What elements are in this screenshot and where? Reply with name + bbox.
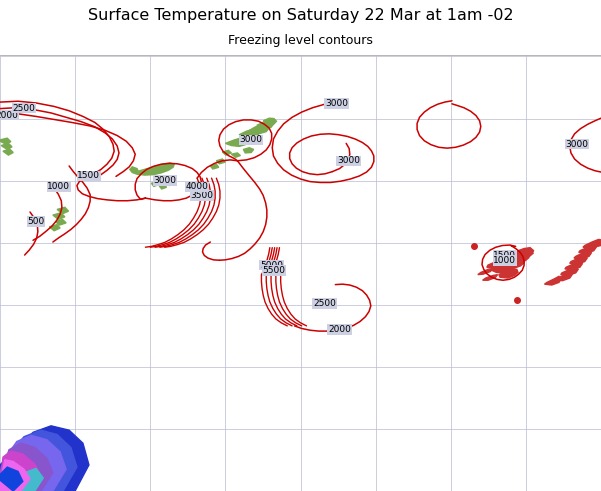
Polygon shape [210, 164, 219, 169]
Polygon shape [583, 240, 601, 248]
Polygon shape [579, 245, 596, 253]
Text: 4000: 4000 [186, 182, 209, 191]
Polygon shape [555, 272, 572, 281]
Polygon shape [257, 121, 273, 129]
Text: Surface Temperature on Saturday 22 Mar at 1am -02: Surface Temperature on Saturday 22 Mar a… [88, 8, 513, 23]
Polygon shape [574, 250, 591, 259]
Polygon shape [0, 426, 89, 491]
Polygon shape [225, 138, 248, 146]
Polygon shape [243, 148, 254, 153]
Polygon shape [0, 138, 11, 144]
Polygon shape [483, 274, 498, 280]
Polygon shape [565, 261, 582, 270]
Polygon shape [487, 261, 504, 269]
Polygon shape [514, 249, 533, 259]
Polygon shape [231, 153, 240, 157]
Text: 3000: 3000 [566, 140, 588, 149]
Text: 2000: 2000 [0, 110, 19, 120]
Polygon shape [49, 224, 60, 231]
Text: 2000: 2000 [328, 325, 351, 334]
Text: 2500: 2500 [13, 104, 35, 112]
Polygon shape [561, 267, 578, 275]
Polygon shape [570, 255, 587, 264]
Text: 3000: 3000 [325, 99, 348, 108]
Polygon shape [0, 467, 23, 491]
Text: 1000: 1000 [47, 182, 70, 191]
Polygon shape [1, 143, 12, 149]
Text: 3000: 3000 [337, 156, 360, 165]
Polygon shape [18, 468, 43, 491]
Polygon shape [0, 460, 30, 491]
Text: 5500: 5500 [263, 266, 285, 275]
Polygon shape [517, 247, 534, 255]
Text: 500: 500 [28, 217, 44, 226]
Polygon shape [499, 269, 518, 278]
Polygon shape [3, 149, 13, 155]
Polygon shape [0, 436, 66, 491]
Polygon shape [0, 430, 77, 491]
Polygon shape [216, 159, 225, 164]
Polygon shape [159, 184, 166, 189]
Text: 3000: 3000 [154, 176, 177, 185]
Polygon shape [0, 443, 53, 491]
Text: 1000: 1000 [493, 256, 516, 265]
Text: Freezing level contours: Freezing level contours [228, 34, 373, 47]
Text: 3000: 3000 [240, 136, 263, 144]
Text: 2500: 2500 [313, 299, 336, 308]
Polygon shape [130, 163, 174, 175]
Polygon shape [167, 181, 174, 186]
Polygon shape [545, 276, 561, 285]
Polygon shape [492, 263, 512, 273]
Polygon shape [239, 130, 260, 137]
Polygon shape [222, 150, 231, 155]
Text: 1500: 1500 [493, 251, 516, 260]
Polygon shape [263, 118, 276, 124]
Polygon shape [478, 269, 493, 274]
Polygon shape [53, 213, 65, 219]
Polygon shape [156, 176, 163, 181]
Polygon shape [0, 451, 41, 491]
Polygon shape [151, 182, 159, 187]
Text: 5000: 5000 [260, 261, 283, 270]
Polygon shape [505, 259, 524, 269]
Polygon shape [249, 125, 269, 134]
Text: 3500: 3500 [191, 191, 213, 200]
Polygon shape [510, 254, 529, 263]
Polygon shape [57, 207, 69, 214]
Text: 1500: 1500 [78, 171, 100, 181]
Polygon shape [55, 219, 66, 225]
